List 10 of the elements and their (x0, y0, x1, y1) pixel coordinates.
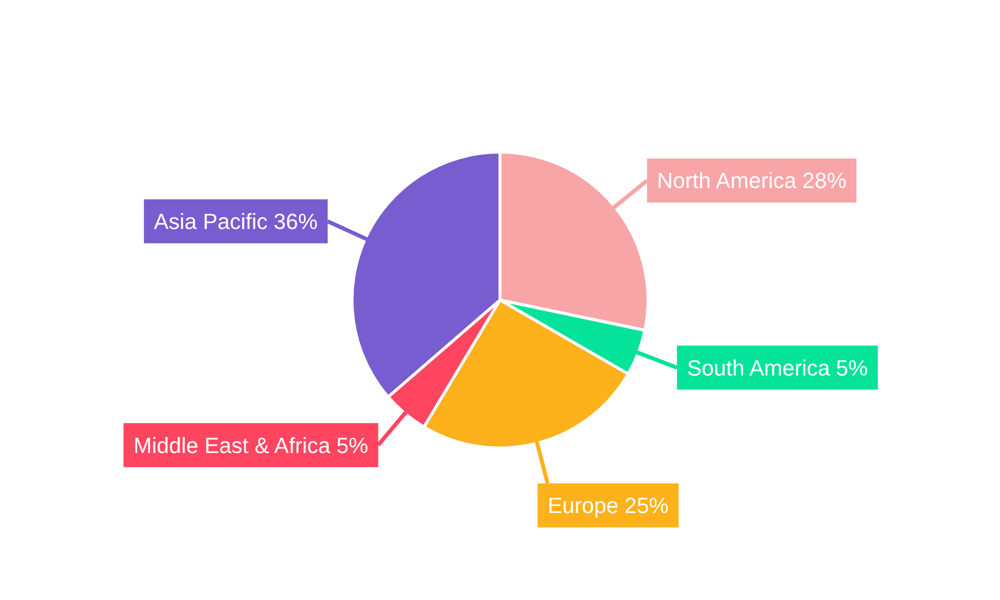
slice-label: South America (686, 355, 831, 380)
slice-label: Asia Pacific (154, 209, 268, 234)
data-label: 5% (836, 355, 868, 380)
slice-label: North America (657, 168, 798, 194)
data-label: 25% (624, 493, 669, 518)
slice-label: Middle East & Africa (134, 432, 332, 458)
data-label: 36% (274, 209, 318, 234)
data-label: 28% (802, 168, 846, 194)
data-label: 5% (336, 432, 368, 458)
slice-label: Europe (548, 493, 619, 518)
